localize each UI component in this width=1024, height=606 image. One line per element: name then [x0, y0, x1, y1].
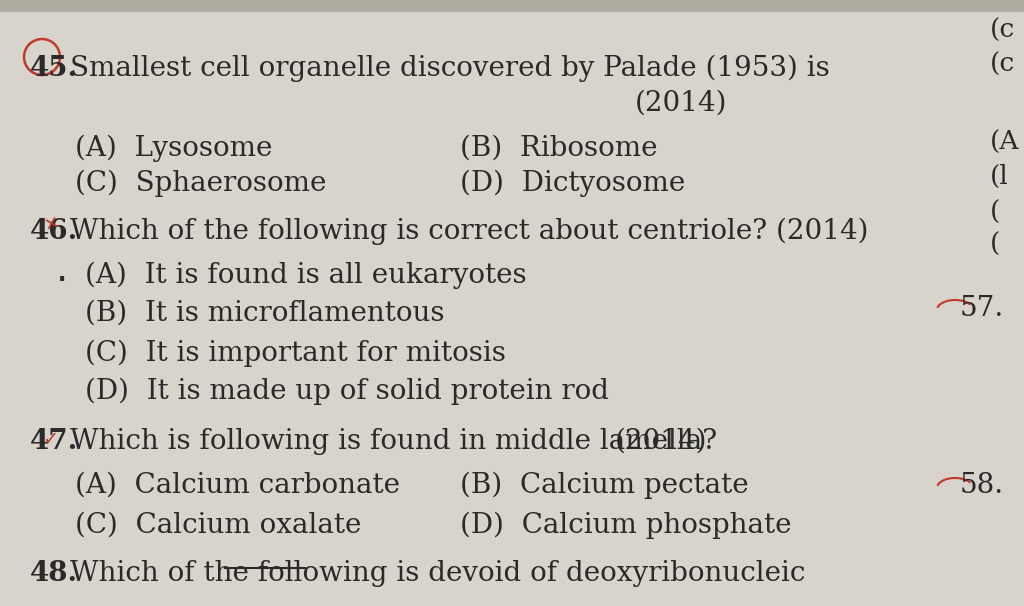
Text: (c: (c: [990, 18, 1015, 43]
Text: 46.: 46.: [30, 218, 78, 245]
Text: 57.: 57.: [961, 295, 1005, 322]
Text: (B)  It is microflamentous: (B) It is microflamentous: [85, 300, 444, 327]
Text: (D)  Calcium phosphate: (D) Calcium phosphate: [460, 512, 792, 539]
Text: (C)  Calcium oxalate: (C) Calcium oxalate: [75, 512, 361, 539]
Bar: [0, 0, 1024, 12]
Text: (2014): (2014): [635, 90, 727, 117]
Text: (A)  Lysosome: (A) Lysosome: [75, 135, 272, 162]
Text: 45.: 45.: [30, 55, 78, 82]
Text: (C)  Sphaerosome: (C) Sphaerosome: [75, 170, 327, 198]
Text: 58.: 58.: [961, 472, 1005, 499]
Text: Which of the following is devoid of deoxyribonucleic: Which of the following is devoid of deox…: [70, 560, 805, 587]
Text: 47.: 47.: [30, 428, 78, 455]
Text: (A: (A: [990, 130, 1020, 155]
Text: ·: ·: [56, 262, 69, 300]
Text: (C)  It is important for mitosis: (C) It is important for mitosis: [85, 340, 506, 367]
Text: (A)  It is found is all eukaryotes: (A) It is found is all eukaryotes: [85, 262, 526, 289]
Text: 48.: 48.: [30, 560, 78, 587]
Text: (D)  It is made up of solid protein rod: (D) It is made up of solid protein rod: [85, 378, 609, 405]
Text: (A)  Calcium carbonate: (A) Calcium carbonate: [75, 472, 400, 499]
Text: (B)  Calcium pectate: (B) Calcium pectate: [460, 472, 749, 499]
Text: (: (: [990, 232, 1000, 257]
Text: (D)  Dictyosome: (D) Dictyosome: [460, 170, 685, 198]
Text: Smallest cell organelle discovered by Palade (1953) is: Smallest cell organelle discovered by Pa…: [70, 55, 829, 82]
Text: ✕: ✕: [42, 214, 61, 235]
Text: Which is following is found in middle lamella?: Which is following is found in middle la…: [70, 428, 717, 455]
Text: (c: (c: [990, 52, 1015, 77]
Text: (B)  Ribosome: (B) Ribosome: [460, 135, 657, 162]
Text: (: (: [990, 200, 1000, 225]
Text: Which of the following is correct about centriole? (2014): Which of the following is correct about …: [70, 218, 868, 245]
Text: ✓: ✓: [42, 430, 58, 449]
Text: (l: (l: [990, 164, 1009, 189]
Text: (2014): (2014): [615, 428, 708, 455]
